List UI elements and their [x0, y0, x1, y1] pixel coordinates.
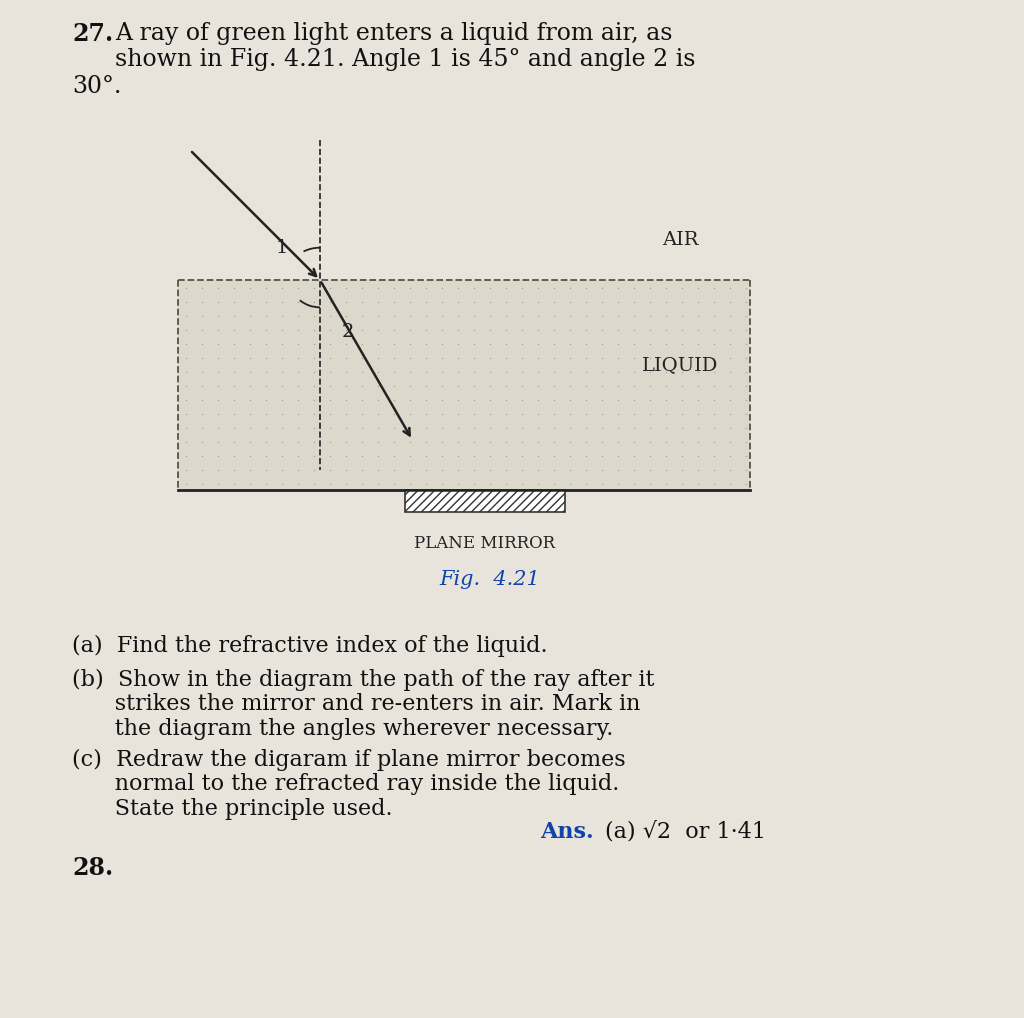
- Text: 1: 1: [275, 239, 288, 257]
- Text: (a)  Find the refractive index of the liquid.: (a) Find the refractive index of the liq…: [72, 635, 548, 657]
- Text: (a) √2  or 1·41: (a) √2 or 1·41: [605, 821, 766, 843]
- Text: normal to the refracted ray inside the liquid.: normal to the refracted ray inside the l…: [72, 774, 620, 795]
- Text: PLANE MIRROR: PLANE MIRROR: [414, 535, 555, 552]
- Text: AIR: AIR: [662, 231, 698, 249]
- Text: A ray of green light enters a liquid from air, as: A ray of green light enters a liquid fro…: [115, 22, 673, 45]
- Text: strikes the mirror and re-enters in air. Mark in: strikes the mirror and re-enters in air.…: [72, 693, 640, 716]
- Bar: [178, 280, 750, 490]
- Text: 28.: 28.: [72, 856, 113, 880]
- Text: (c)  Redraw the digaram if plane mirror becomes: (c) Redraw the digaram if plane mirror b…: [72, 748, 626, 771]
- Text: State the principle used.: State the principle used.: [72, 798, 392, 821]
- Text: Fig.  4.21: Fig. 4.21: [439, 570, 541, 589]
- Text: Ans.: Ans.: [540, 821, 594, 843]
- Text: shown in Fig. 4.21. Angle 1 is 45° and angle 2 is: shown in Fig. 4.21. Angle 1 is 45° and a…: [115, 48, 695, 71]
- Text: the diagram the angles wherever necessary.: the diagram the angles wherever necessar…: [72, 719, 613, 740]
- Text: LIQUID: LIQUID: [642, 356, 718, 374]
- Text: 27.: 27.: [72, 22, 113, 46]
- Text: 30°.: 30°.: [72, 74, 122, 98]
- Text: (b)  Show in the diagram the path of the ray after it: (b) Show in the diagram the path of the …: [72, 669, 654, 690]
- Text: 2: 2: [342, 323, 354, 341]
- Bar: [404, 490, 564, 512]
